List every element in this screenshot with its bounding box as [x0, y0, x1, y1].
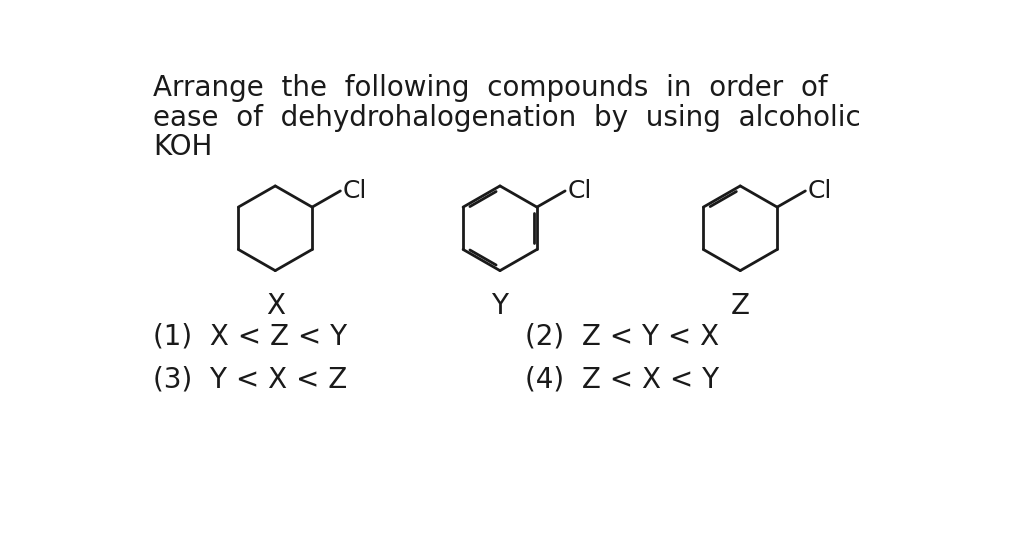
Text: Y: Y [492, 292, 509, 320]
Text: Arrange  the  following  compounds  in  order  of: Arrange the following compounds in order… [153, 74, 827, 102]
Text: KOH: KOH [153, 133, 212, 161]
Text: (3)  Y < X < Z: (3) Y < X < Z [153, 365, 347, 393]
Text: Cl: Cl [567, 179, 592, 203]
Text: (1)  X < Z < Y: (1) X < Z < Y [153, 322, 347, 350]
Text: ease  of  dehydrohalogenation  by  using  alcoholic: ease of dehydrohalogenation by using alc… [153, 104, 860, 132]
Text: Z: Z [731, 292, 750, 320]
Text: (2)  Z < Y < X: (2) Z < Y < X [524, 322, 719, 350]
Text: Cl: Cl [343, 179, 367, 203]
Text: X: X [266, 292, 285, 320]
Text: Cl: Cl [808, 179, 833, 203]
Text: (4)  Z < X < Y: (4) Z < X < Y [524, 365, 719, 393]
